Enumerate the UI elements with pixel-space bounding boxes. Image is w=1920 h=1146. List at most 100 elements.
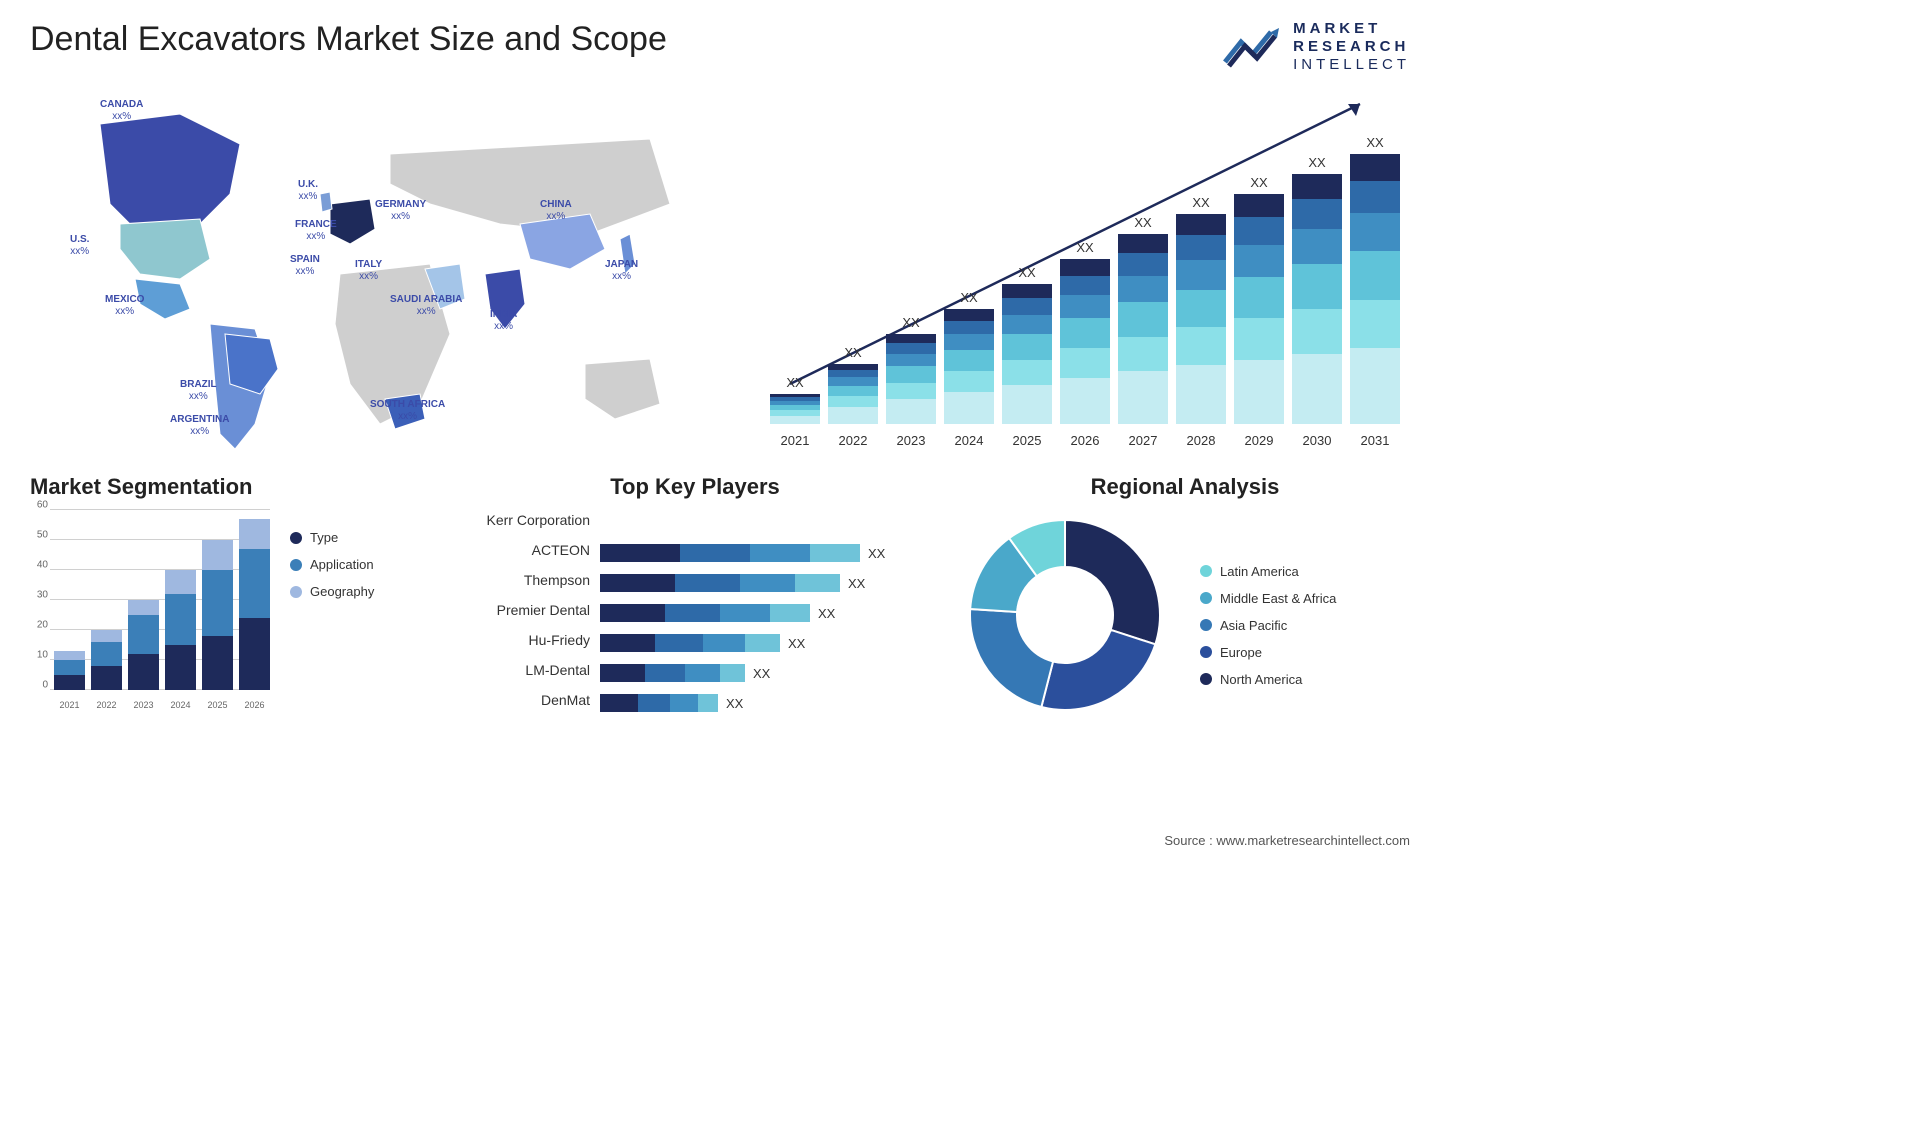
forecast-bar-segment [1292,264,1342,309]
map-label-france: FRANCExx% [295,219,337,243]
player-value: XX [848,576,865,591]
segmentation-chart: 0102030405060202120222023202420252026 [30,510,270,710]
forecast-bar-segment [828,396,878,407]
seg-y-tick: 30 [37,590,48,601]
player-row: XX [600,632,930,654]
forecast-year-label: 2026 [1060,433,1110,448]
forecast-value-label: XX [1308,155,1325,170]
player-name: Thempson [460,572,590,594]
player-row [600,512,930,534]
legend-swatch [1200,673,1212,685]
forecast-bar-segment [770,416,820,424]
player-bar-segment [750,544,810,562]
seg-bar-segment [91,642,122,666]
forecast-bar-segment [886,366,936,382]
player-bar-segment [638,694,670,712]
map-label-argentina: ARGENTINAxx% [170,414,229,438]
player-bar-segment [770,604,810,622]
legend-item: Geography [290,584,374,599]
seg-bar-segment [239,618,270,690]
forecast-year-label: 2021 [770,433,820,448]
seg-bar-segment [91,666,122,690]
forecast-bar-2029: XX [1234,175,1284,424]
forecast-bar-segment [1292,309,1342,354]
logo-text: MARKET RESEARCH INTELLECT [1293,20,1410,74]
forecast-bar-2022: XX [828,345,878,424]
forecast-bar-segment [1060,378,1110,424]
forecast-bar-segment [1234,217,1284,245]
seg-bar-segment [202,570,233,636]
legend-item: Middle East & Africa [1200,591,1336,606]
forecast-bar-segment [1002,284,1052,298]
player-bar-segment [720,604,770,622]
forecast-bar-segment [1234,194,1284,217]
forecast-bar-segment [944,371,994,392]
seg-bar-segment [128,600,159,615]
legend-item: Europe [1200,645,1336,660]
seg-bar-segment [54,651,85,660]
forecast-value-label: XX [1076,240,1093,255]
forecast-bar-segment [1060,259,1110,276]
legend-label: Type [310,530,338,545]
player-bar-segment [645,664,685,682]
top-section: CANADAxx%U.S.xx%MEXICOxx%BRAZILxx%ARGENT… [30,84,1410,454]
seg-bar-2026 [239,519,270,690]
player-bar-segment [810,544,860,562]
forecast-bar-segment [1060,318,1110,348]
player-value: XX [726,696,743,711]
player-bar-segment [703,634,745,652]
regional-panel: Regional Analysis Latin AmericaMiddle Ea… [960,474,1410,720]
forecast-bar-segment [828,377,878,385]
players-bars: XXXXXXXXXXXX [600,510,930,714]
player-bar-segment [600,544,680,562]
seg-bar-segment [239,519,270,549]
regional-donut-chart [960,510,1170,720]
forecast-bar-segment [886,399,936,424]
forecast-bar-2028: XX [1176,195,1226,424]
forecast-bar-segment [1292,199,1342,229]
player-bar-segment [720,664,745,682]
seg-bar-segment [128,654,159,690]
map-region-australia [585,359,660,419]
seg-y-tick: 10 [37,650,48,661]
seg-bar-segment [128,615,159,654]
seg-x-label: 2026 [239,700,270,710]
seg-x-label: 2025 [202,700,233,710]
forecast-bar-2024: XX [944,290,994,424]
seg-bar-segment [239,549,270,618]
player-bar-segment [600,664,645,682]
player-value: XX [788,636,805,651]
legend-item: Latin America [1200,564,1336,579]
regional-legend: Latin AmericaMiddle East & AfricaAsia Pa… [1200,544,1336,687]
seg-bar-segment [165,594,196,645]
forecast-bar-segment [1234,318,1284,359]
forecast-bar-segment [944,309,994,321]
player-bar-segment [670,694,698,712]
seg-x-label: 2024 [165,700,196,710]
source-text: Source : www.marketresearchintellect.com [1164,833,1410,848]
page-title: Dental Excavators Market Size and Scope [30,20,667,59]
legend-swatch [1200,565,1212,577]
player-row: XX [600,542,930,564]
player-bar-segment [698,694,718,712]
forecast-bar-segment [1234,277,1284,318]
player-row: XX [600,602,930,624]
seg-bar-2023 [128,600,159,690]
forecast-year-label: 2022 [828,433,878,448]
forecast-bar-segment [1350,213,1400,251]
map-region-us [120,219,210,279]
forecast-bar-segment [1118,371,1168,424]
forecast-bar-segment [1350,181,1400,213]
player-bar-segment [745,634,780,652]
map-label-spain: SPAINxx% [290,254,320,278]
forecast-value-label: XX [844,345,861,360]
player-bar-segment [685,664,720,682]
legend-label: Latin America [1220,564,1299,579]
player-bar-segment [600,604,665,622]
player-value: XX [818,606,835,621]
forecast-value-label: XX [1134,215,1151,230]
map-label-japan: JAPANxx% [605,259,638,283]
seg-y-tick: 40 [37,560,48,571]
logo-icon [1223,24,1283,70]
forecast-year-label: 2025 [1002,433,1052,448]
